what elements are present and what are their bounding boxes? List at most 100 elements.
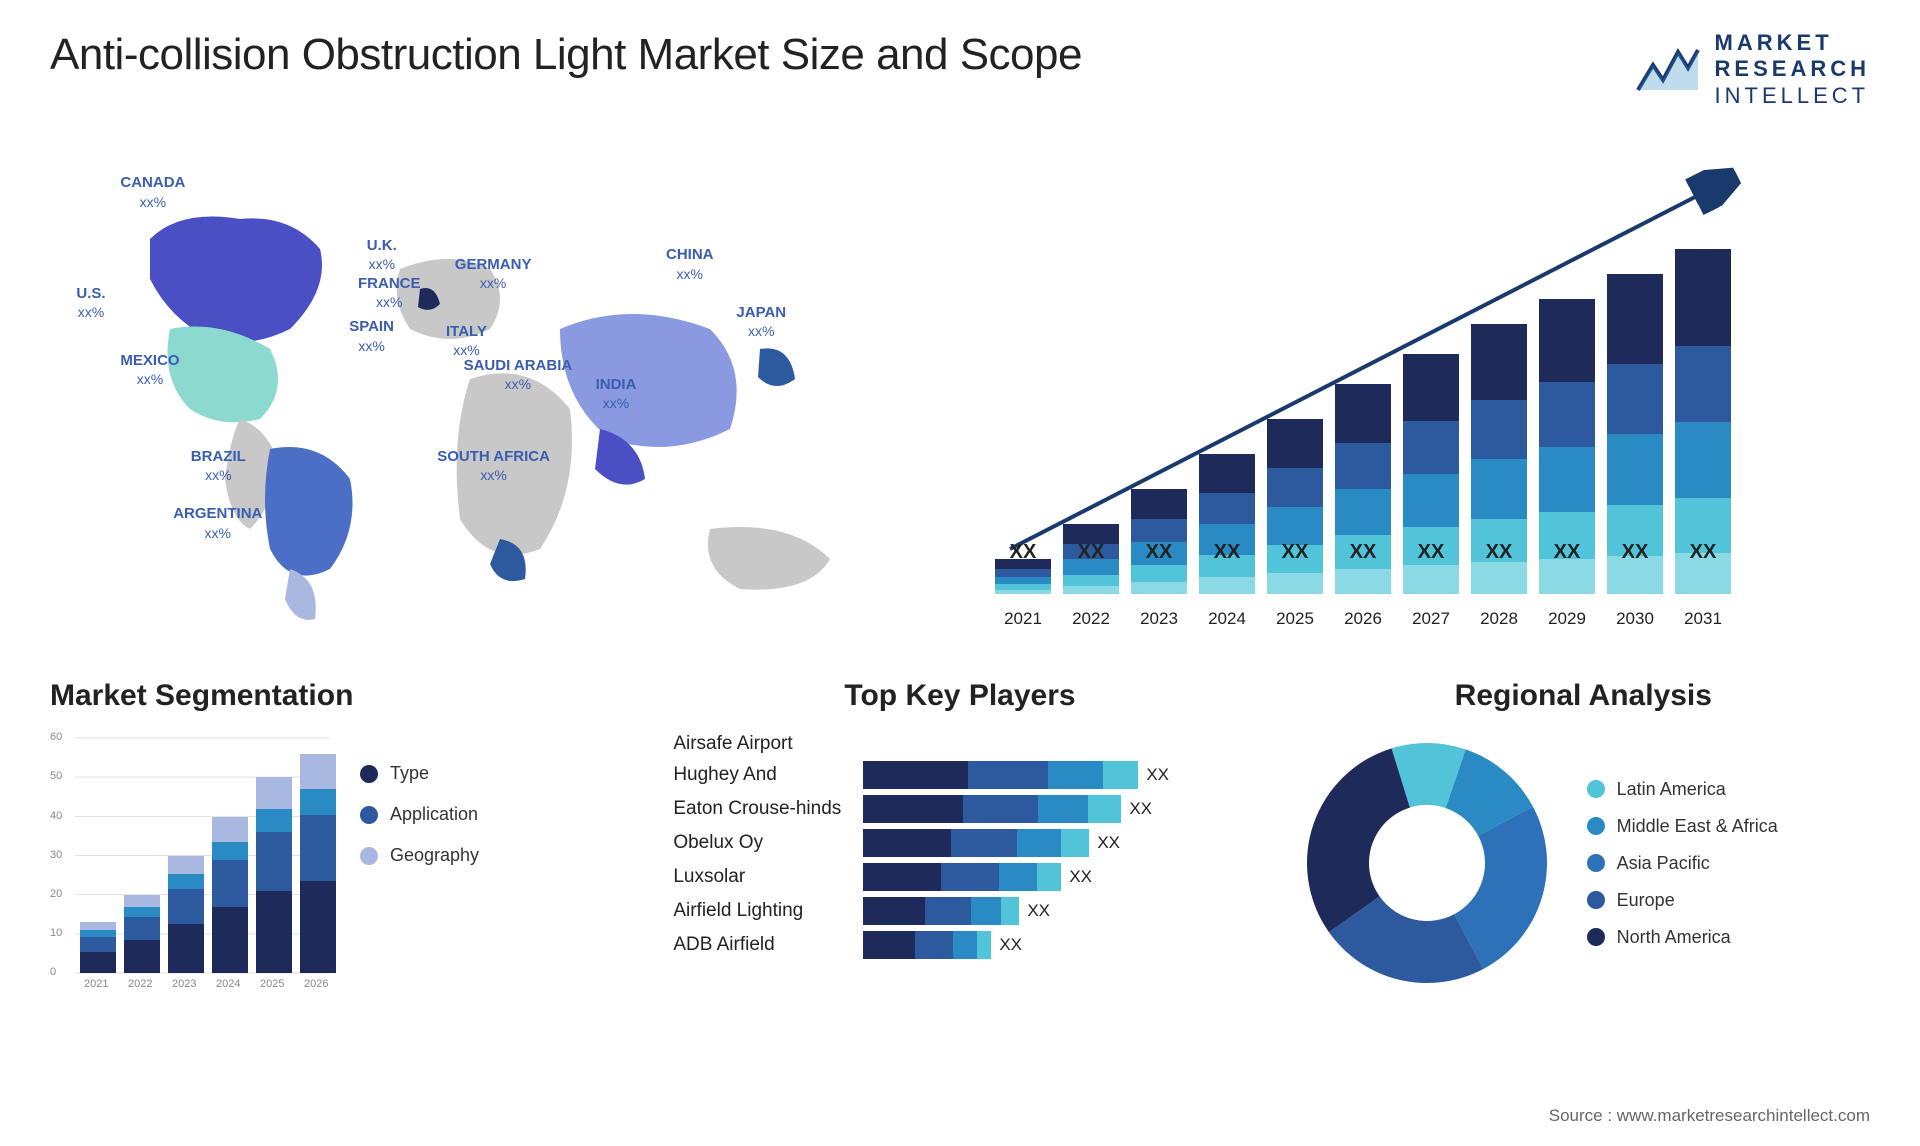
y-axis-tick: 20 xyxy=(50,888,62,900)
player-bar xyxy=(863,897,1019,925)
map-label: U.K.xx% xyxy=(367,236,397,274)
bar-year-label: 2027 xyxy=(1403,609,1459,629)
player-row: Airsafe Airport xyxy=(673,733,1246,755)
bar-value-label: XX xyxy=(1607,541,1663,564)
seg-bar xyxy=(212,817,248,974)
seg-bar xyxy=(124,895,160,973)
y-axis-tick: 0 xyxy=(50,966,56,978)
map-label: CANADAxx% xyxy=(120,173,185,211)
legend-label: Type xyxy=(390,763,429,784)
bar-year-label: 2030 xyxy=(1607,609,1663,629)
map-label: CHINAxx% xyxy=(666,245,714,283)
legend-dot-icon xyxy=(1587,928,1605,946)
logo-mark-icon xyxy=(1633,40,1703,100)
main-bar: XX xyxy=(1675,249,1731,594)
y-axis-tick: 30 xyxy=(50,849,62,861)
player-name: Airsafe Airport xyxy=(673,733,848,755)
legend-dot-icon xyxy=(1587,780,1605,798)
main-bar: XX xyxy=(1471,324,1527,594)
player-value: XX xyxy=(1129,799,1152,819)
y-axis-tick: 50 xyxy=(50,770,62,782)
legend-item: Type xyxy=(360,763,479,784)
main-bar: XX xyxy=(1403,354,1459,594)
main-bar: XX xyxy=(1267,419,1323,594)
player-bar xyxy=(863,829,1089,857)
legend-item: Latin America xyxy=(1587,779,1778,800)
main-bar: XX xyxy=(1199,454,1255,594)
legend-dot-icon xyxy=(360,765,378,783)
main-bar: XX xyxy=(1607,274,1663,594)
bar-value-label: XX xyxy=(1539,541,1595,564)
map-label: SOUTH AFRICAxx% xyxy=(437,447,550,485)
legend-item: North America xyxy=(1587,927,1778,948)
x-axis-tick: 2021 xyxy=(84,978,108,990)
player-row: Airfield LightingXX xyxy=(673,897,1246,925)
players-list: Airsafe AirportHughey AndXXEaton Crouse-… xyxy=(673,733,1246,959)
page-title: Anti-collision Obstruction Light Market … xyxy=(50,30,1082,80)
legend-dot-icon xyxy=(1587,817,1605,835)
regional-panel: Regional Analysis Latin AmericaMiddle Ea… xyxy=(1297,679,1870,993)
x-axis-tick: 2026 xyxy=(304,978,328,990)
player-row: ADB AirfieldXX xyxy=(673,931,1246,959)
segmentation-title: Market Segmentation xyxy=(50,679,623,713)
legend-label: Latin America xyxy=(1617,779,1726,800)
segmentation-chart: 0 10 20 30 40 50 60 2021 2022 2023 2024 2025 2026 xyxy=(50,733,330,993)
bar-year-label: 2024 xyxy=(1199,609,1255,629)
legend-item: Asia Pacific xyxy=(1587,853,1778,874)
bar-year-label: 2029 xyxy=(1539,609,1595,629)
player-row: Eaton Crouse-hindsXX xyxy=(673,795,1246,823)
logo-line3: INTELLECT xyxy=(1715,83,1870,109)
x-axis-tick: 2025 xyxy=(260,978,284,990)
y-axis-tick: 10 xyxy=(50,927,62,939)
legend-label: Middle East & Africa xyxy=(1617,816,1778,837)
player-row: Obelux Oy XX xyxy=(673,829,1246,857)
legend-item: Europe xyxy=(1587,890,1778,911)
y-axis-tick: 60 xyxy=(50,731,62,743)
main-bar: XX xyxy=(1063,524,1119,594)
world-map: CANADAxx% U.S.xx% MEXICOxx% BRAZILxx% ARGENT… xyxy=(50,149,930,629)
bar-year-label: 2022 xyxy=(1063,609,1119,629)
player-name: Obelux Oy xyxy=(673,832,848,854)
bar-value-label: XX xyxy=(1199,541,1255,564)
map-label: GERMANYxx% xyxy=(455,255,532,293)
players-panel: Top Key Players Airsafe AirportHughey An… xyxy=(673,679,1246,993)
legend-label: Asia Pacific xyxy=(1617,853,1710,874)
x-axis-tick: 2022 xyxy=(128,978,152,990)
map-label: U.S.xx% xyxy=(76,284,105,322)
map-label: INDIAxx% xyxy=(596,375,637,413)
bar-year-label: 2028 xyxy=(1471,609,1527,629)
bar-year-label: 2031 xyxy=(1675,609,1731,629)
map-label: MEXICOxx% xyxy=(120,351,179,389)
source-attribution: Source : www.marketresearchintellect.com xyxy=(1549,1106,1870,1126)
map-label: ARGENTINAxx% xyxy=(173,504,262,542)
legend-item: Geography xyxy=(360,845,479,866)
bar-value-label: XX xyxy=(1471,541,1527,564)
player-value: XX xyxy=(999,935,1022,955)
x-axis-tick: 2023 xyxy=(172,978,196,990)
main-bar-chart: XXXXXXXXXXXXXXXXXXXXXX 20212022202320242… xyxy=(990,149,1870,629)
legend-label: Application xyxy=(390,804,478,825)
y-axis-tick: 40 xyxy=(50,810,62,822)
player-name: Airfield Lighting xyxy=(673,900,848,922)
map-label: BRAZILxx% xyxy=(191,447,246,485)
bar-value-label: XX xyxy=(1063,541,1119,564)
map-label: JAPANxx% xyxy=(736,303,786,341)
legend-item: Application xyxy=(360,804,479,825)
player-value: XX xyxy=(1097,833,1120,853)
legend-dot-icon xyxy=(360,806,378,824)
donut-slice xyxy=(1307,749,1410,933)
main-bar: XX xyxy=(1131,489,1187,594)
segmentation-legend: Type Application Geography xyxy=(360,733,479,993)
player-value: XX xyxy=(1069,867,1092,887)
x-axis-tick: 2024 xyxy=(216,978,240,990)
player-bar xyxy=(863,863,1061,891)
player-name: Luxsolar xyxy=(673,866,848,888)
segmentation-panel: Market Segmentation 0 10 20 30 40 50 60 2021 20… xyxy=(50,679,623,993)
player-row: Luxsolar XX xyxy=(673,863,1246,891)
player-bar xyxy=(863,761,1138,789)
seg-bar xyxy=(168,856,204,973)
logo-line1: MARKET xyxy=(1715,30,1870,56)
logo-line2: RESEARCH xyxy=(1715,56,1870,82)
regional-legend: Latin America Middle East & Africa Asia Pa… xyxy=(1587,779,1778,948)
player-bar xyxy=(863,795,1121,823)
